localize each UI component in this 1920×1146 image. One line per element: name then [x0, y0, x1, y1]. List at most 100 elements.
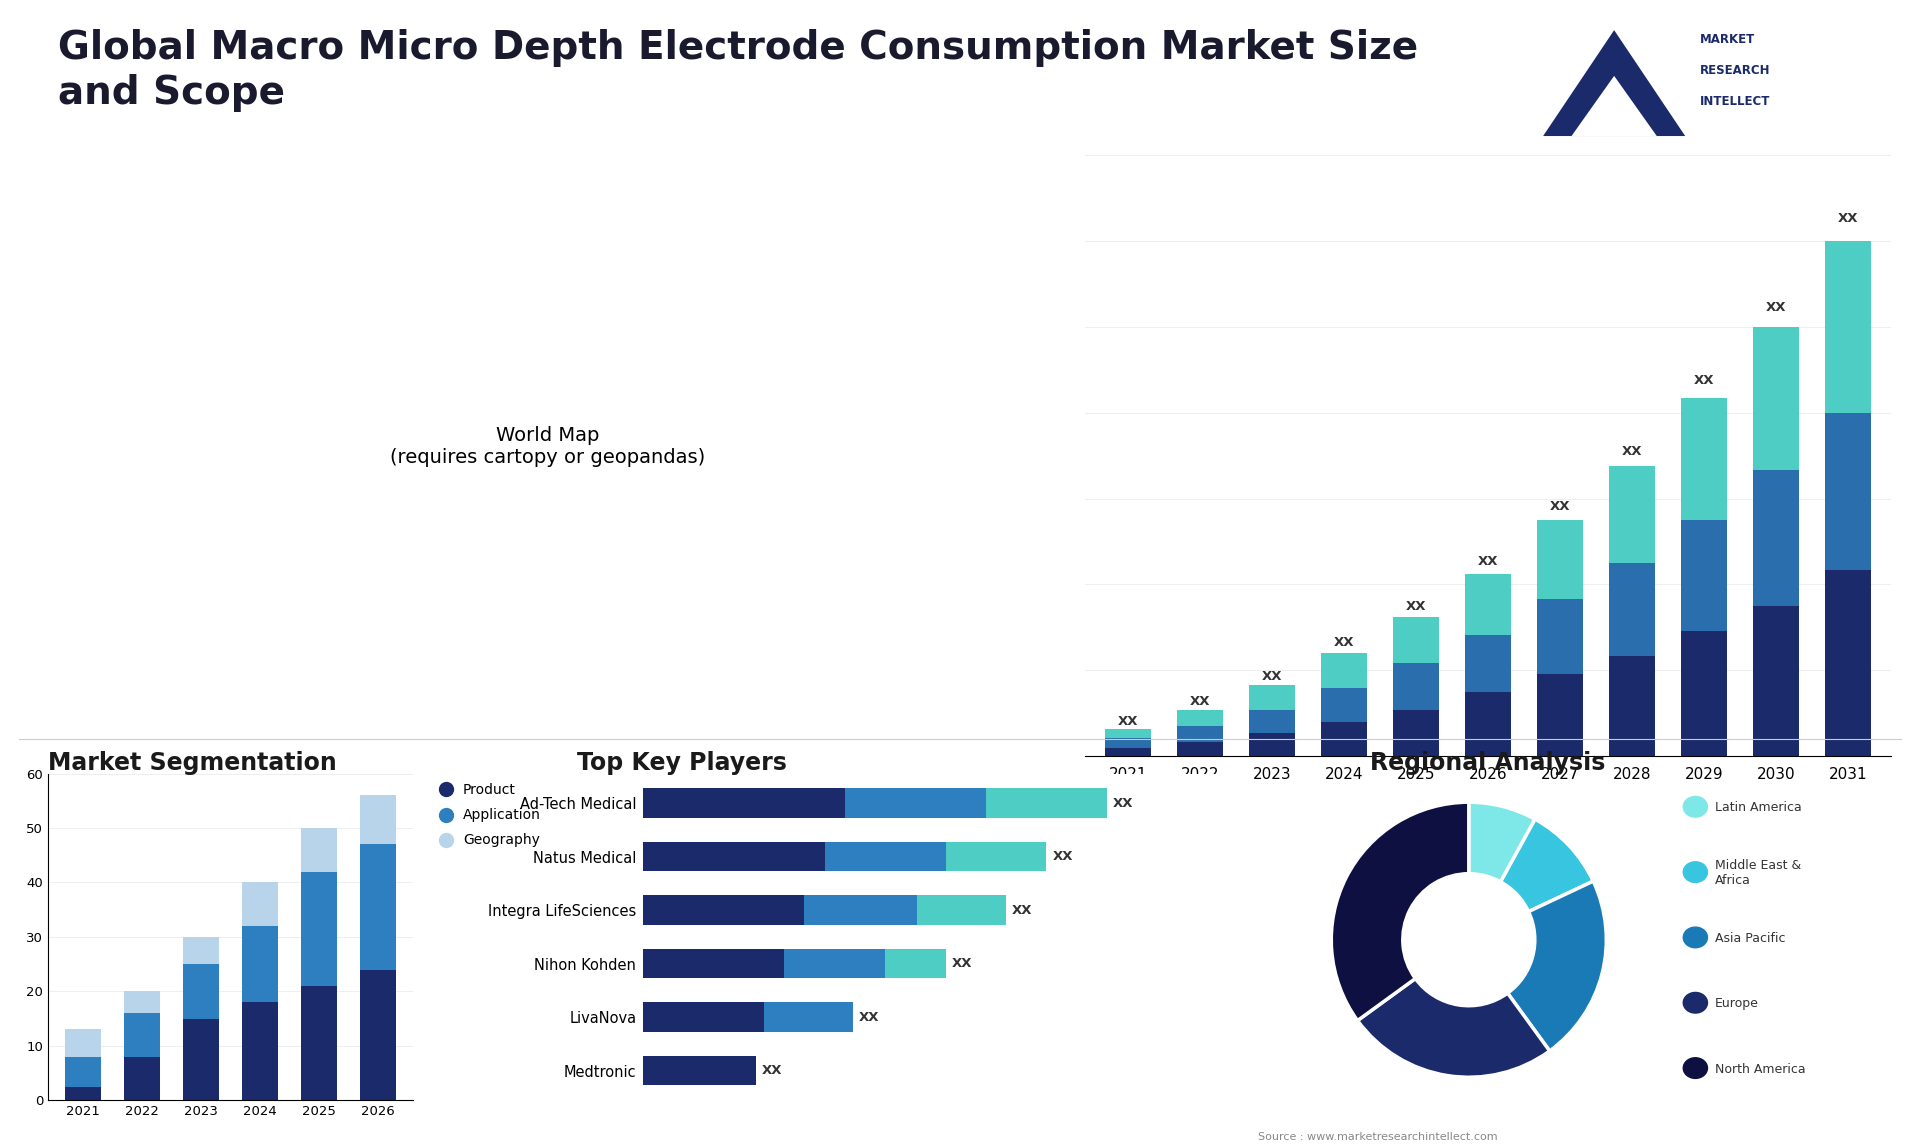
Bar: [1680, 631, 1728, 756]
Circle shape: [1684, 862, 1707, 882]
Bar: [1177, 743, 1223, 756]
Bar: [301, 827, 338, 872]
Bar: [1753, 470, 1799, 606]
Bar: [1536, 520, 1584, 598]
Text: Top Key Players: Top Key Players: [576, 751, 787, 775]
Bar: [1321, 689, 1367, 722]
Bar: [242, 926, 278, 1002]
Text: North America: North America: [1715, 1062, 1805, 1076]
Bar: [182, 937, 219, 964]
Text: RESEARCH: RESEARCH: [1699, 64, 1770, 77]
Bar: [804, 895, 918, 925]
Bar: [182, 1019, 219, 1100]
Wedge shape: [1501, 819, 1594, 911]
Bar: [1680, 398, 1728, 520]
Bar: [242, 882, 278, 926]
Text: World Map
(requires cartopy or geopandas): World Map (requires cartopy or geopandas…: [390, 426, 705, 468]
Bar: [643, 788, 845, 818]
Bar: [301, 872, 338, 986]
Text: Europe: Europe: [1715, 997, 1759, 1011]
Text: XX: XX: [1478, 555, 1498, 568]
Text: Regional Analysis: Regional Analysis: [1371, 751, 1605, 775]
Circle shape: [1684, 796, 1707, 817]
Text: Middle East &
Africa: Middle East & Africa: [1715, 860, 1801, 887]
Bar: [1177, 727, 1223, 743]
Bar: [987, 788, 1106, 818]
Bar: [359, 845, 396, 970]
Text: Latin America: Latin America: [1715, 801, 1801, 815]
Bar: [182, 964, 219, 1019]
Bar: [1248, 709, 1296, 733]
Bar: [845, 788, 987, 818]
Bar: [1177, 709, 1223, 727]
Bar: [1753, 327, 1799, 470]
Bar: [918, 895, 1006, 925]
Text: XX: XX: [1693, 375, 1715, 387]
Bar: [123, 991, 159, 1013]
Text: XX: XX: [1549, 500, 1571, 513]
Bar: [1465, 635, 1511, 692]
Bar: [1321, 722, 1367, 756]
Legend: Product, Application, Geography: Product, Application, Geography: [438, 780, 543, 850]
Bar: [1104, 729, 1152, 738]
Text: XX: XX: [1117, 715, 1139, 729]
Bar: [643, 1055, 756, 1085]
Wedge shape: [1357, 979, 1549, 1077]
Wedge shape: [1469, 802, 1536, 882]
Bar: [1824, 241, 1872, 413]
Bar: [242, 1002, 278, 1100]
Wedge shape: [1331, 802, 1469, 1021]
Bar: [1609, 466, 1655, 563]
Text: XX: XX: [1405, 599, 1427, 612]
Text: XX: XX: [858, 1011, 879, 1023]
Bar: [1248, 684, 1296, 709]
Bar: [65, 1086, 102, 1100]
Text: XX: XX: [1334, 636, 1354, 650]
Bar: [1392, 664, 1440, 709]
Bar: [123, 1013, 159, 1057]
Bar: [785, 949, 885, 979]
Wedge shape: [1507, 881, 1607, 1051]
Text: MARKET: MARKET: [1699, 32, 1755, 46]
Bar: [359, 970, 396, 1100]
Text: XX: XX: [1052, 850, 1073, 863]
Bar: [65, 1029, 102, 1057]
Bar: [1753, 606, 1799, 756]
Bar: [1609, 656, 1655, 756]
Bar: [1248, 733, 1296, 756]
Bar: [945, 842, 1046, 871]
Text: XX: XX: [1261, 669, 1283, 683]
Bar: [643, 949, 785, 979]
Bar: [1824, 413, 1872, 570]
Text: Asia Pacific: Asia Pacific: [1715, 932, 1786, 945]
Bar: [1465, 574, 1511, 635]
Polygon shape: [1571, 76, 1657, 136]
Text: Source : www.marketresearchintellect.com: Source : www.marketresearchintellect.com: [1258, 1132, 1498, 1143]
Bar: [1680, 520, 1728, 631]
Bar: [826, 842, 945, 871]
Bar: [885, 949, 945, 979]
Circle shape: [1684, 927, 1707, 948]
Bar: [65, 1057, 102, 1086]
Bar: [1104, 738, 1152, 747]
Bar: [301, 986, 338, 1100]
Text: Market Segmentation: Market Segmentation: [48, 751, 336, 775]
Bar: [1609, 563, 1655, 656]
Bar: [359, 795, 396, 845]
Bar: [1392, 709, 1440, 756]
Circle shape: [1684, 992, 1707, 1013]
Text: XX: XX: [1622, 445, 1642, 457]
Bar: [123, 1057, 159, 1100]
Bar: [1824, 570, 1872, 756]
Bar: [643, 1003, 764, 1031]
Text: INTELLECT: INTELLECT: [1699, 95, 1770, 108]
Text: XX: XX: [762, 1065, 783, 1077]
Text: XX: XX: [1114, 796, 1133, 809]
Bar: [1536, 598, 1584, 674]
Bar: [764, 1003, 852, 1031]
Bar: [1465, 692, 1511, 756]
Polygon shape: [1544, 30, 1686, 136]
Bar: [1104, 747, 1152, 756]
Text: XX: XX: [952, 957, 972, 971]
Text: XX: XX: [1190, 696, 1210, 708]
